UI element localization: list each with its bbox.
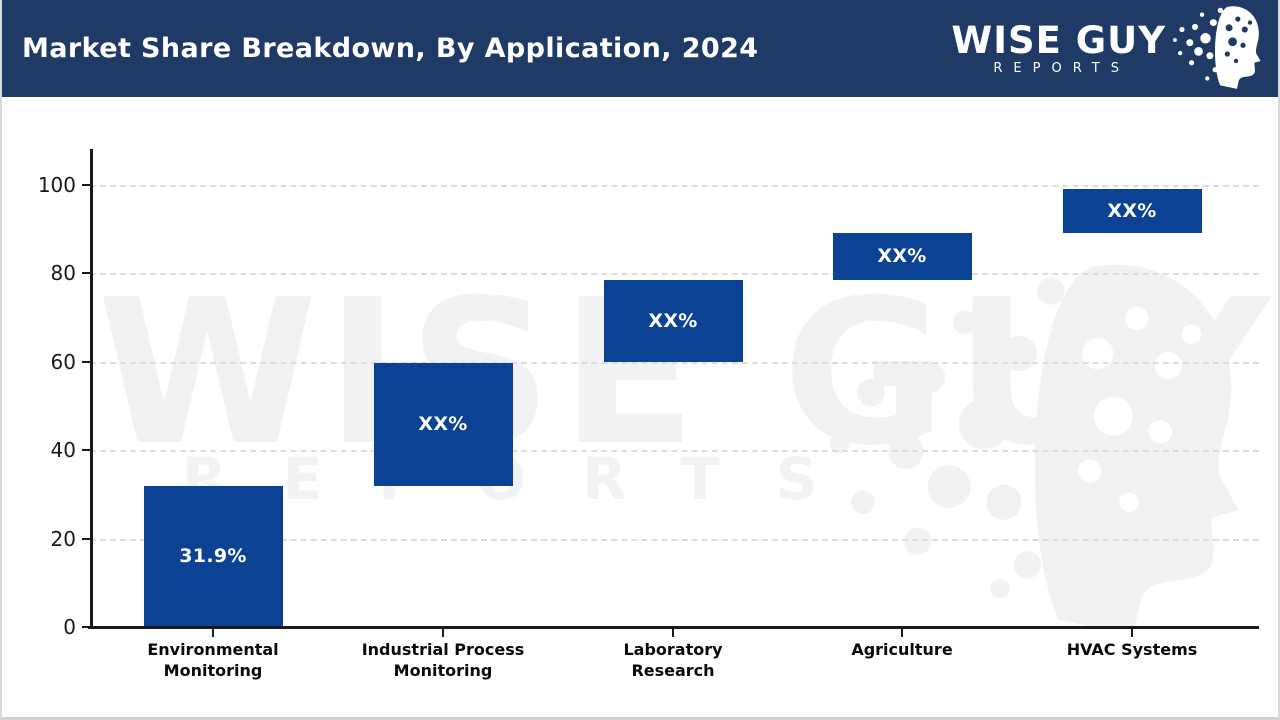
y-tick-label-0: 0	[63, 615, 76, 639]
x-tick-mark-hvac-systems	[1131, 629, 1133, 637]
bar-value-label: XX%	[1107, 199, 1157, 222]
x-label-agriculture: Agriculture	[851, 640, 953, 659]
gridline-100	[90, 184, 1259, 187]
x-label-environmental-monitoring: Environmental Monitoring	[147, 640, 279, 680]
y-axis-line	[90, 149, 93, 628]
chart-body: WISE GUY REPORTS	[2, 97, 1278, 717]
x-tick-mark-agriculture	[901, 629, 903, 637]
bar-value-label: XX%	[648, 310, 698, 333]
bar-laboratory-research: XX%	[603, 279, 743, 363]
y-tick-mark-0	[82, 626, 90, 628]
header-bar: Market Share Breakdown, By Application, …	[2, 0, 1278, 97]
bar-value-label: 31.9%	[179, 545, 247, 568]
x-tick-mark-industrial-process-monitoring	[442, 629, 444, 637]
x-tick-mark-laboratory-research	[672, 629, 674, 637]
page-title: Market Share Breakdown, By Application, …	[22, 33, 759, 64]
brand-logo: WISE GUY REPORTS	[951, 3, 1264, 95]
y-tick-mark-100	[82, 183, 90, 186]
gridline-40	[90, 450, 1259, 453]
bar-industrial-process-monitoring: XX%	[373, 362, 513, 486]
x-tick-mark-environmental-monitoring	[212, 629, 214, 637]
y-tick-mark-60	[82, 360, 90, 363]
y-tick-label-60: 60	[50, 349, 76, 374]
bar-hvac-systems: XX%	[1062, 188, 1202, 233]
brand-logo-text: WISE GUY REPORTS	[951, 18, 1166, 76]
plot-area: 0 20 40 60 80 100 31.9% XX% XX% XX% XX% Environment…	[2, 97, 1278, 717]
y-tick-label-100: 100	[37, 172, 76, 197]
x-label-hvac-systems: HVAC Systems	[1066, 640, 1198, 659]
y-tick-label-80: 80	[50, 261, 76, 286]
y-tick-mark-80	[82, 272, 90, 275]
y-tick-mark-40	[82, 449, 90, 452]
y-tick-label-20: 20	[50, 526, 76, 551]
dotted-face-profile-icon	[1168, 3, 1264, 95]
y-tick-mark-20	[82, 537, 90, 540]
bar-agriculture: XX%	[832, 232, 972, 280]
bar-environmental-monitoring: 31.9%	[143, 485, 283, 627]
x-label-industrial-process-monitoring: Industrial Process Monitoring	[361, 640, 525, 680]
brand-subname: REPORTS	[993, 60, 1130, 76]
gridline-60	[90, 361, 1259, 364]
x-label-laboratory-research: Laboratory Research	[623, 640, 723, 680]
x-axis-line	[88, 626, 1259, 629]
brand-name: WISE GUY	[951, 18, 1166, 62]
bar-value-label: XX%	[418, 413, 468, 436]
y-tick-label-40: 40	[50, 438, 76, 463]
gridline-80	[90, 273, 1259, 276]
gridline-20	[90, 538, 1259, 541]
bar-value-label: XX%	[877, 245, 927, 268]
